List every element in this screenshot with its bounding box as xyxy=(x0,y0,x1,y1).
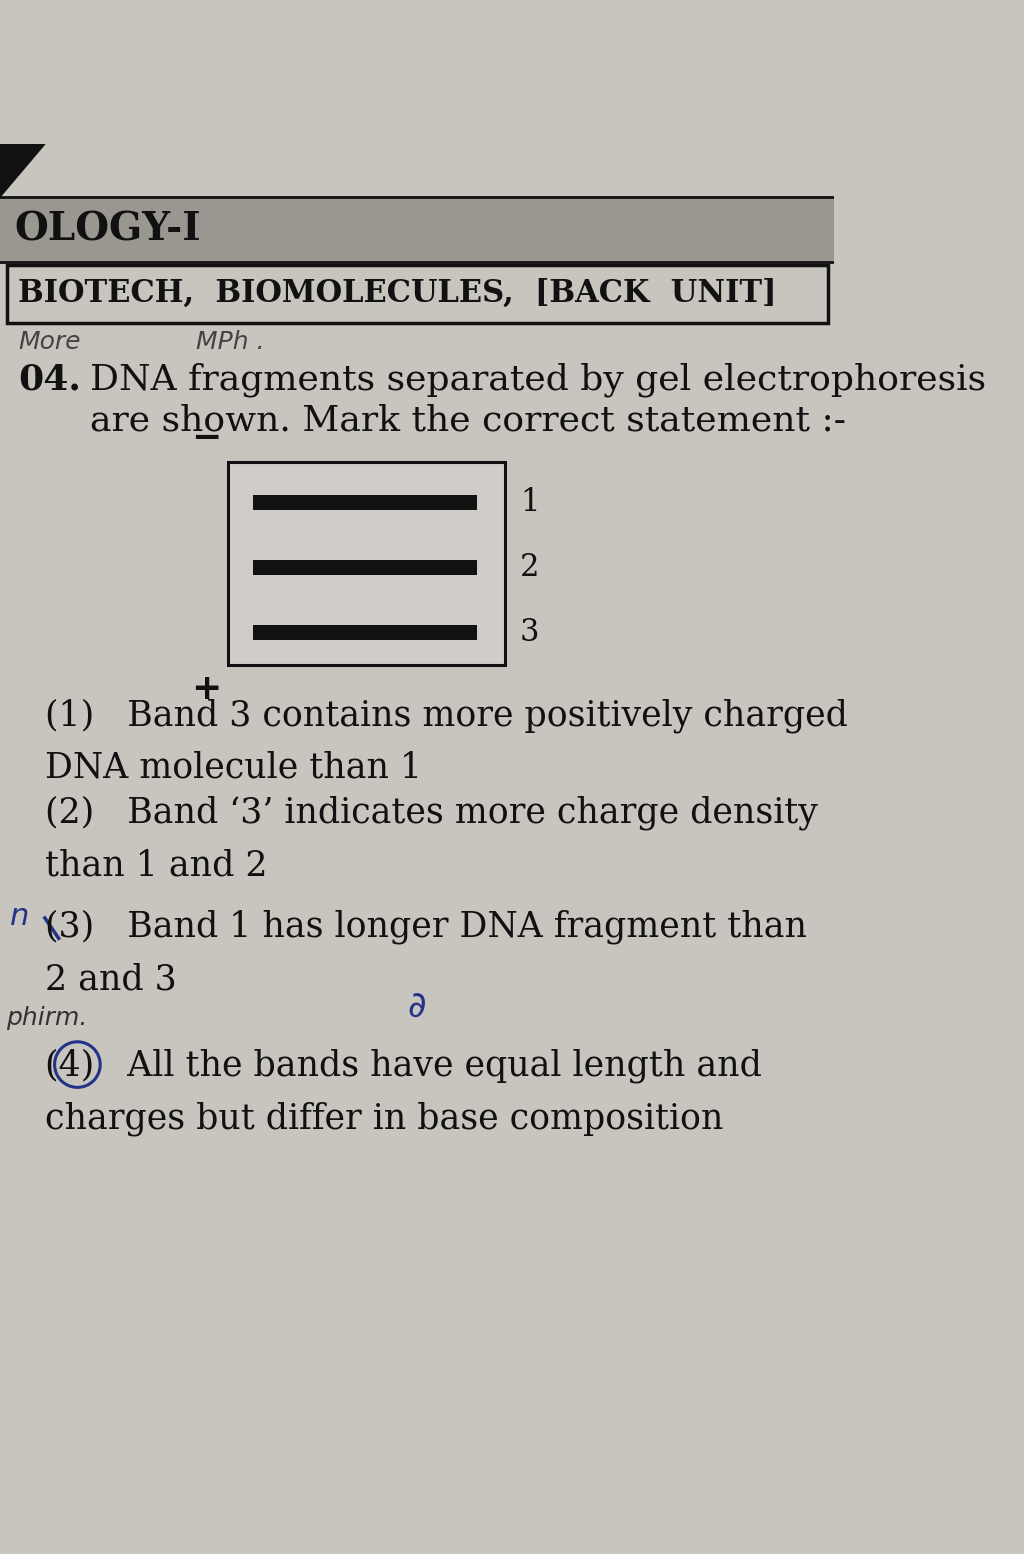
Text: phirm.: phirm. xyxy=(6,1005,88,1030)
Text: 2: 2 xyxy=(520,552,540,583)
Text: (3)   Band 1 has longer DNA fragment than: (3) Band 1 has longer DNA fragment than xyxy=(45,909,807,945)
Polygon shape xyxy=(0,145,45,197)
Bar xyxy=(228,462,505,665)
Bar xyxy=(6,264,827,323)
Text: n: n xyxy=(10,901,29,931)
Text: OLOGY-I: OLOGY-I xyxy=(14,210,201,249)
Text: (1)   Band 3 contains more positively charged: (1) Band 3 contains more positively char… xyxy=(45,698,848,732)
Text: DNA fragments separated by gel electrophoresis: DNA fragments separated by gel electroph… xyxy=(90,362,986,396)
Bar xyxy=(0,197,835,263)
Text: 3: 3 xyxy=(520,617,540,648)
Text: are shown. Mark the correct statement :-: are shown. Mark the correct statement :- xyxy=(90,402,846,437)
Text: 04.: 04. xyxy=(18,362,81,396)
Text: MPh .: MPh . xyxy=(196,329,264,354)
Bar xyxy=(253,496,476,510)
Text: DNA molecule than 1: DNA molecule than 1 xyxy=(45,751,422,785)
Text: 2 and 3: 2 and 3 xyxy=(45,963,176,996)
Text: (4)   All the bands have equal length and: (4) All the bands have equal length and xyxy=(45,1049,762,1083)
Text: 1: 1 xyxy=(520,486,540,517)
Bar xyxy=(253,561,476,575)
Text: More: More xyxy=(18,329,81,354)
Text: charges but differ in base composition: charges but differ in base composition xyxy=(45,1102,723,1136)
Text: than 1 and 2: than 1 and 2 xyxy=(45,848,267,883)
Text: +: + xyxy=(191,671,221,706)
Text: −: − xyxy=(191,421,221,455)
Text: BIOTECH,  BIOMOLECULES,  [BACK  UNIT]: BIOTECH, BIOMOLECULES, [BACK UNIT] xyxy=(18,278,776,309)
Text: (2)   Band ‘3’ indicates more charge density: (2) Band ‘3’ indicates more charge densi… xyxy=(45,796,818,830)
Text: ∂: ∂ xyxy=(408,991,426,1026)
Bar xyxy=(253,625,476,640)
